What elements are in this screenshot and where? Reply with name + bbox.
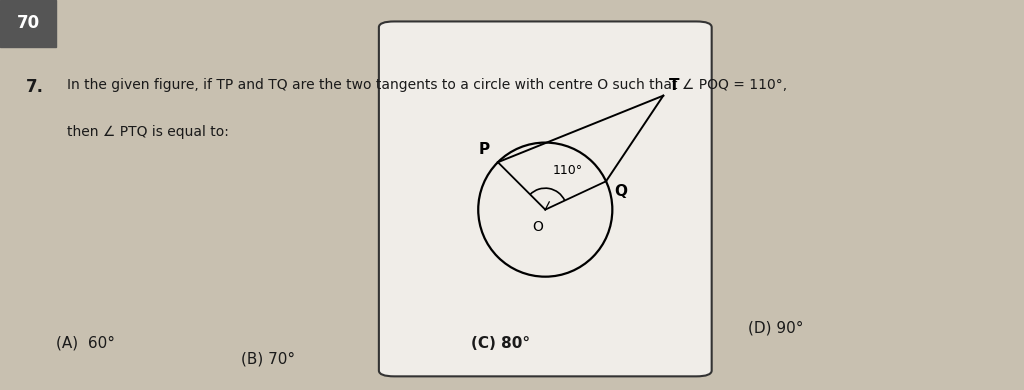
- Text: 110°: 110°: [552, 163, 583, 177]
- Text: P: P: [478, 142, 489, 157]
- Text: (C) 80°: (C) 80°: [471, 336, 530, 351]
- Text: Q: Q: [614, 184, 627, 199]
- Text: 7.: 7.: [26, 78, 44, 96]
- Text: (A)  60°: (A) 60°: [56, 336, 116, 351]
- Text: In the given figure, if TP and TQ are the two tangents to a circle with centre O: In the given figure, if TP and TQ are th…: [67, 78, 786, 92]
- Text: T: T: [669, 78, 679, 93]
- Text: (B) 70°: (B) 70°: [241, 351, 295, 366]
- Text: then ∠ PTQ is equal to:: then ∠ PTQ is equal to:: [67, 125, 228, 139]
- Text: O: O: [531, 220, 543, 234]
- FancyBboxPatch shape: [379, 21, 712, 376]
- Text: 70: 70: [17, 14, 40, 32]
- Text: (D) 90°: (D) 90°: [748, 320, 803, 335]
- Bar: [0, 0, 56, 47]
